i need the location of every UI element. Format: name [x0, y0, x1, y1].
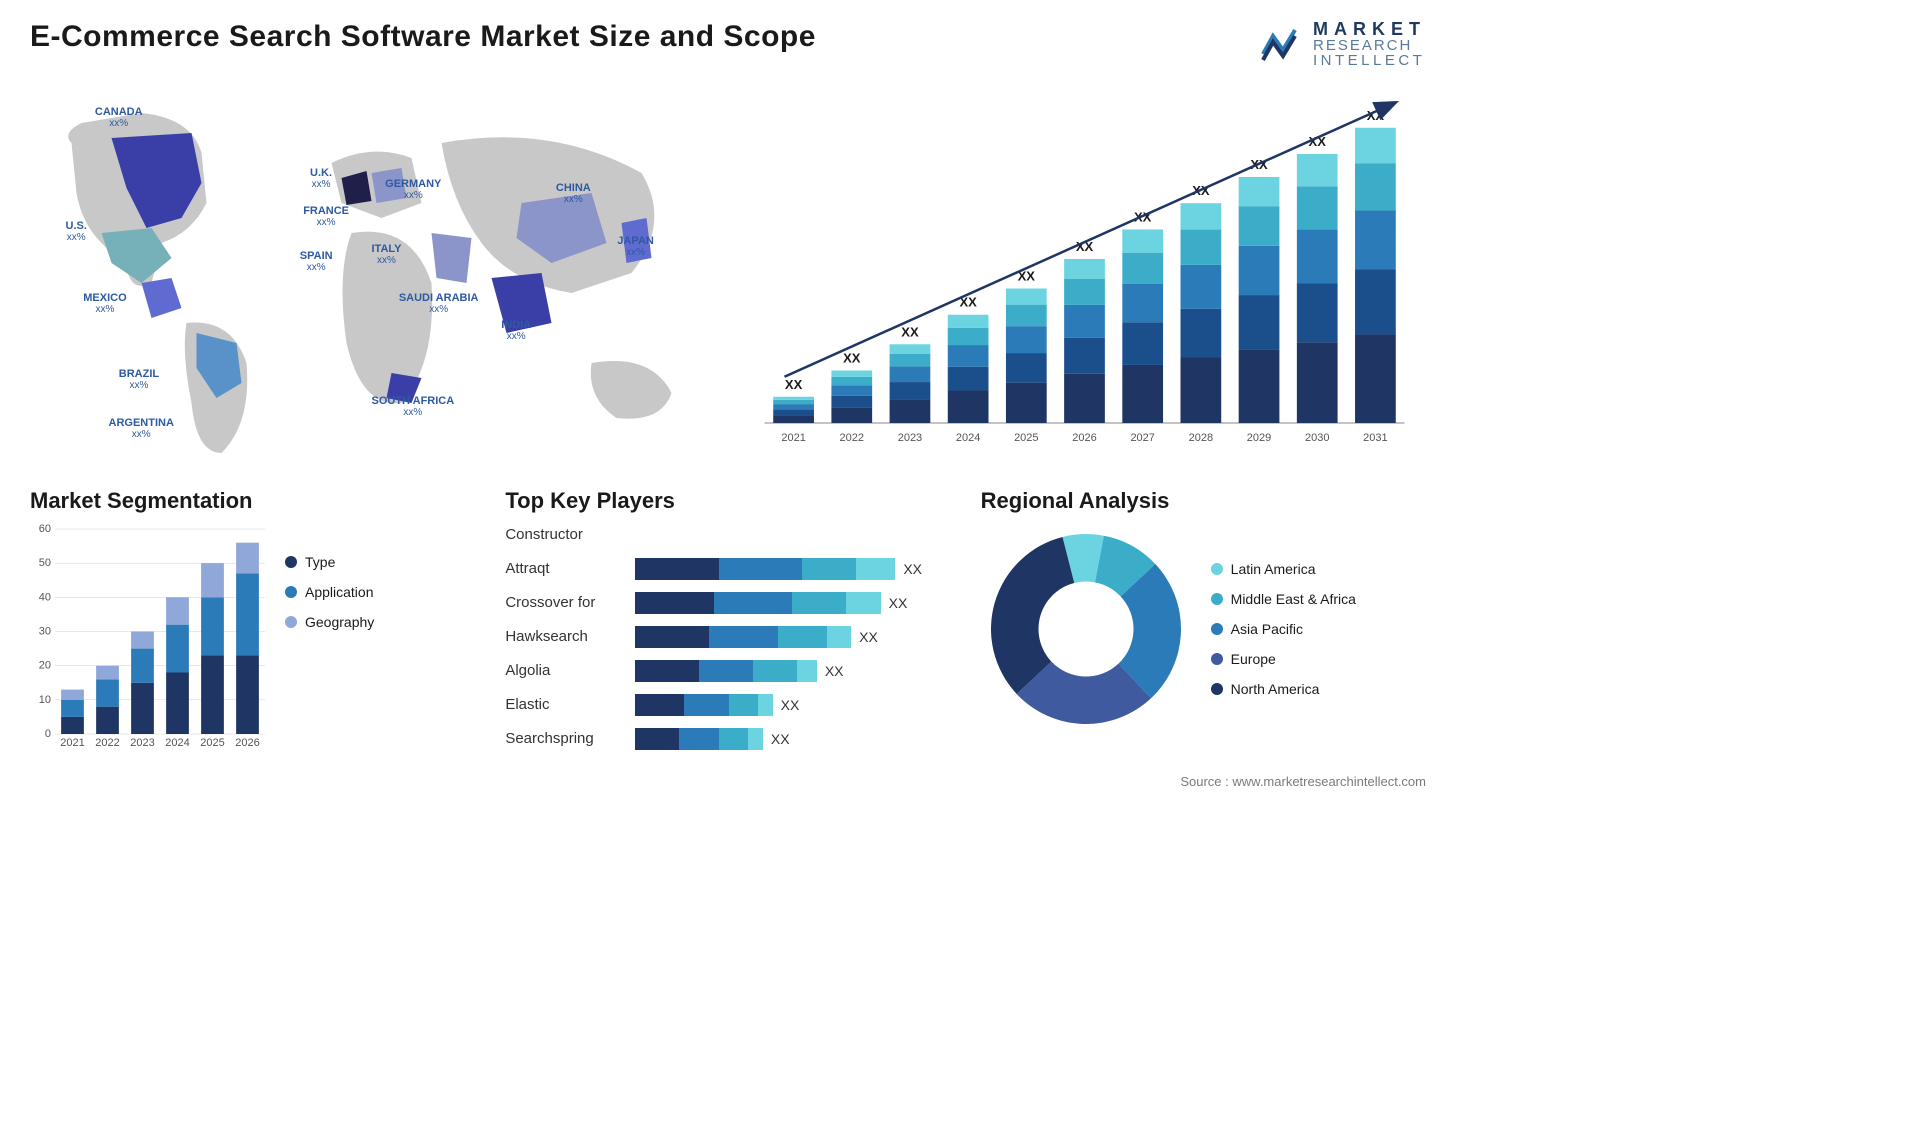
svg-text:2031: 2031 [1363, 432, 1387, 444]
map-label-south-africa: SOUTH AFRICAxx% [372, 395, 455, 418]
player-bar-row: XX [635, 660, 950, 682]
svg-text:40: 40 [39, 591, 51, 603]
regional-legend-item: North America [1211, 681, 1356, 697]
player-label: Algolia [505, 660, 625, 682]
source-attribution: Source : www.marketresearchintellect.com [30, 774, 1426, 789]
map-label-germany: GERMANYxx% [385, 178, 441, 201]
player-bar-row: XX [635, 592, 950, 614]
player-label: Crossover for [505, 592, 625, 614]
svg-text:50: 50 [39, 557, 51, 569]
map-label-italy: ITALYxx% [372, 243, 402, 266]
svg-text:2021: 2021 [781, 432, 805, 444]
map-label-saudi-arabia: SAUDI ARABIAxx% [399, 292, 479, 315]
svg-text:2021: 2021 [60, 737, 84, 749]
regional-legend-item: Middle East & Africa [1211, 591, 1356, 607]
map-label-china: CHINAxx% [556, 182, 591, 205]
player-value: XX [825, 663, 844, 679]
map-label-brazil: BRAZILxx% [119, 368, 159, 391]
brand-logo-icon [1261, 24, 1305, 64]
main-title: E-Commerce Search Software Market Size a… [30, 20, 816, 54]
svg-text:2026: 2026 [1072, 432, 1096, 444]
players-labels: Constructor Attraqt Crossover for Hawksearc… [505, 524, 625, 750]
players-panel: Top Key Players Constructor Attraqt Crosso… [505, 488, 950, 754]
segmentation-panel: Market Segmentation 0 10 20 30 40 50 60 2021 202… [30, 488, 475, 754]
svg-text:60: 60 [39, 524, 51, 535]
growth-chart-panel: XX2021XX2022XX2023XX2024XX2025XX2026XX20… [743, 83, 1426, 463]
map-label-france: FRANCExx% [303, 205, 349, 228]
segmentation-title: Market Segmentation [30, 488, 475, 514]
svg-text:2027: 2027 [1130, 432, 1154, 444]
player-value: XX [859, 629, 878, 645]
player-value: XX [771, 731, 790, 747]
map-label-canada: CANADAxx% [95, 106, 143, 129]
regional-legend-item: Asia Pacific [1211, 621, 1356, 637]
brand-line1: MARKET [1313, 20, 1426, 38]
players-title: Top Key Players [505, 488, 950, 514]
player-bar-row: XX [635, 626, 950, 648]
brand-line2: RESEARCH [1313, 38, 1426, 53]
regional-legend: Latin America Middle East & Africa Asia Pa… [1211, 561, 1356, 697]
player-label: Elastic [505, 694, 625, 716]
svg-text:2022: 2022 [95, 737, 119, 749]
segmentation-legend: Type Application Geography [285, 554, 374, 630]
svg-text:2030: 2030 [1305, 432, 1329, 444]
player-value: XX [889, 595, 908, 611]
seg-legend-application: Application [285, 584, 374, 600]
map-label-argentina: ARGENTINAxx% [109, 417, 174, 440]
svg-text:30: 30 [39, 626, 51, 638]
map-label-u-s-: U.S.xx% [66, 220, 87, 243]
regional-panel: Regional Analysis Latin America Middle Ea… [981, 488, 1426, 754]
player-label: Attraqt [505, 558, 625, 580]
svg-text:2024: 2024 [165, 737, 189, 749]
players-bars-chart: XX XX XX XX XX XX [635, 524, 950, 750]
seg-legend-geography: Geography [285, 614, 374, 630]
seg-legend-type: Type [285, 554, 374, 570]
svg-text:2024: 2024 [956, 432, 980, 444]
regional-legend-item: Europe [1211, 651, 1356, 667]
svg-text:XX: XX [785, 377, 803, 392]
svg-text:XX: XX [901, 324, 919, 339]
segmentation-chart: 0 10 20 30 40 50 60 2021 2022 2023 2024 2025 2026 [30, 524, 270, 754]
svg-text:2023: 2023 [898, 432, 922, 444]
svg-text:2022: 2022 [840, 432, 864, 444]
player-value: XX [781, 697, 800, 713]
player-bar-row: XX [635, 728, 950, 750]
growth-chart: XX2021XX2022XX2023XX2024XX2025XX2026XX20… [743, 83, 1426, 463]
player-label: Hawksearch [505, 626, 625, 648]
svg-text:0: 0 [45, 728, 51, 740]
map-label-japan: JAPANxx% [617, 235, 653, 258]
svg-text:10: 10 [39, 694, 51, 706]
map-label-india: INDIAxx% [501, 319, 531, 342]
map-label-mexico: MEXICOxx% [83, 292, 126, 315]
player-bar-row: XX [635, 558, 950, 580]
player-bar-row: XX [635, 694, 950, 716]
svg-text:2025: 2025 [200, 737, 224, 749]
svg-text:2028: 2028 [1189, 432, 1213, 444]
svg-text:2026: 2026 [235, 737, 259, 749]
player-label: Constructor [505, 524, 625, 546]
regional-title: Regional Analysis [981, 488, 1426, 514]
map-label-u-k-: U.K.xx% [310, 167, 332, 190]
player-value: XX [903, 561, 922, 577]
player-label: Searchspring [505, 728, 625, 750]
svg-text:20: 20 [39, 660, 51, 672]
svg-text:2029: 2029 [1247, 432, 1271, 444]
brand-logo: MARKET RESEARCH INTELLECT [1261, 20, 1426, 68]
regional-donut-chart [981, 524, 1191, 734]
brand-line3: INTELLECT [1313, 53, 1426, 68]
map-label-spain: SPAINxx% [300, 250, 333, 273]
svg-text:2025: 2025 [1014, 432, 1038, 444]
regional-legend-item: Latin America [1211, 561, 1356, 577]
svg-text:2023: 2023 [130, 737, 154, 749]
svg-text:XX: XX [843, 351, 861, 366]
world-map-panel: CANADAxx% U.S.xx% MEXICOxx% BRAZILxx% ARGENT… [30, 83, 713, 463]
